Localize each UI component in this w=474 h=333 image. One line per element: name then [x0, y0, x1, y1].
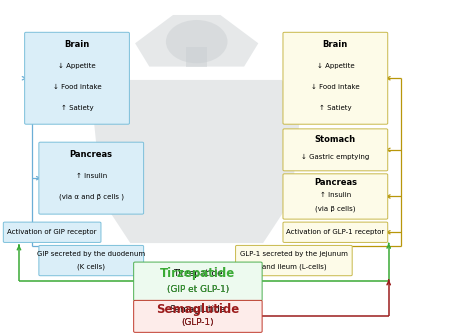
- Text: (GIP et GLP-1): (GIP et GLP-1): [167, 285, 229, 294]
- Text: ↑ Satiety: ↑ Satiety: [61, 105, 93, 111]
- Polygon shape: [135, 15, 258, 67]
- Text: and ileum (L-cells): and ileum (L-cells): [262, 263, 326, 270]
- Text: ↓ Food intake: ↓ Food intake: [311, 84, 360, 90]
- FancyBboxPatch shape: [39, 142, 144, 214]
- Text: (GLP-1): (GLP-1): [182, 318, 214, 327]
- Text: Pancreas: Pancreas: [70, 150, 113, 160]
- Text: ↑ Satiety: ↑ Satiety: [319, 105, 352, 111]
- FancyBboxPatch shape: [283, 129, 388, 171]
- Text: ↓ Appetite: ↓ Appetite: [317, 63, 354, 69]
- Text: ↓ Appetite: ↓ Appetite: [58, 63, 96, 69]
- Text: ↓ Gastric emptying: ↓ Gastric emptying: [301, 154, 369, 160]
- FancyBboxPatch shape: [25, 32, 129, 124]
- Text: Pancreas: Pancreas: [314, 177, 357, 186]
- FancyBboxPatch shape: [283, 32, 388, 124]
- FancyBboxPatch shape: [134, 300, 262, 332]
- FancyBboxPatch shape: [283, 174, 388, 219]
- Polygon shape: [92, 80, 301, 243]
- Text: Stomach: Stomach: [315, 135, 356, 144]
- FancyBboxPatch shape: [186, 47, 207, 67]
- Text: Semaglutide: Semaglutide: [170, 305, 226, 314]
- Text: GIP secreted by the duodenum: GIP secreted by the duodenum: [37, 251, 146, 257]
- Text: Activation of GIP receptor: Activation of GIP receptor: [8, 229, 97, 235]
- Text: Activation of GLP-1 receptor: Activation of GLP-1 receptor: [286, 229, 384, 235]
- Circle shape: [166, 20, 228, 63]
- Text: GLP-1 secreted by the jejunum: GLP-1 secreted by the jejunum: [240, 251, 348, 257]
- Text: ↑ Insulin: ↑ Insulin: [76, 173, 107, 179]
- FancyBboxPatch shape: [283, 222, 388, 242]
- Text: Tirzepatide: Tirzepatide: [173, 269, 223, 278]
- Text: (K cells): (K cells): [77, 263, 105, 270]
- FancyBboxPatch shape: [236, 245, 352, 276]
- Text: ↑ Insulin: ↑ Insulin: [320, 192, 351, 198]
- Text: (via β cells): (via β cells): [315, 205, 356, 211]
- Text: Brain: Brain: [64, 40, 90, 49]
- Text: Tirzepatide: Tirzepatide: [160, 267, 236, 280]
- Text: (GIP et GLP-1): (GIP et GLP-1): [167, 285, 229, 294]
- Text: Semaglutide: Semaglutide: [156, 303, 239, 316]
- FancyBboxPatch shape: [3, 222, 101, 242]
- FancyBboxPatch shape: [39, 245, 144, 276]
- Text: ↓ Food intake: ↓ Food intake: [53, 84, 101, 90]
- Text: (GLP-1): (GLP-1): [182, 318, 214, 327]
- Text: (via α and β cells ): (via α and β cells ): [59, 194, 124, 200]
- FancyBboxPatch shape: [134, 262, 262, 301]
- Text: Brain: Brain: [323, 40, 348, 49]
